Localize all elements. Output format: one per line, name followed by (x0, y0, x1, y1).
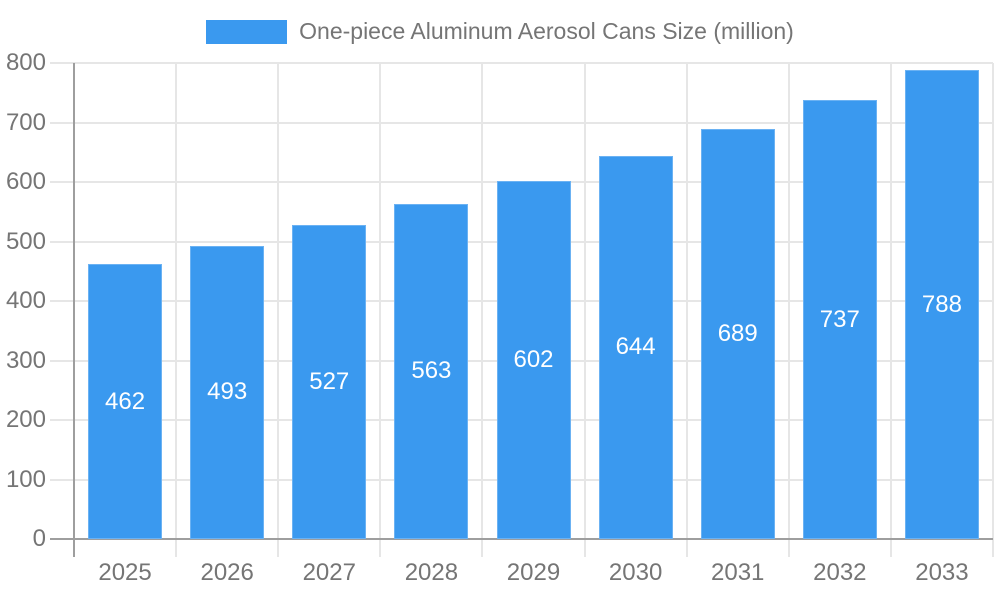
x-axis-label-2031: 2031 (711, 559, 765, 586)
bar-value-label: 788 (921, 290, 962, 318)
bar-value-label: 602 (513, 345, 554, 373)
x-axis-label-2032: 2032 (813, 559, 867, 586)
bar-2026[interactable]: 493 (190, 245, 265, 539)
legend-swatch (206, 19, 288, 44)
gridline-x-9 (992, 63, 994, 557)
y-axis-tick-label: 600 (5, 168, 46, 195)
gridline-x-5 (583, 63, 586, 557)
bar-value-label: 563 (411, 357, 452, 385)
gridline-x-7 (787, 63, 790, 557)
gridline-x-2 (277, 63, 280, 557)
y-axis-tick-label: 400 (5, 287, 46, 314)
chart-legend[interactable]: One-piece Aluminum Aerosol Cans Size (mi… (0, 18, 1000, 45)
gridline-x-1 (175, 63, 178, 557)
x-axis-label-2029: 2029 (506, 559, 561, 586)
gridline-x-8 (889, 63, 892, 557)
legend-label: One-piece Aluminum Aerosol Cans Size (mi… (299, 18, 794, 44)
gridline-x-6 (685, 63, 688, 557)
x-axis-label-2030: 2030 (608, 559, 663, 586)
x-axis-label-2027: 2027 (302, 559, 356, 586)
bar-value-label: 689 (717, 320, 758, 347)
x-axis-label-2028: 2028 (404, 559, 459, 586)
y-axis-tick-label: 700 (5, 108, 46, 136)
y-axis-line (73, 63, 75, 557)
x-axis-label-2033: 2033 (915, 559, 969, 586)
bar-2030[interactable]: 644 (598, 155, 673, 539)
gridline-x-3 (379, 63, 382, 557)
y-axis-tick-label: 500 (5, 227, 46, 255)
bar-value-label: 493 (207, 378, 248, 406)
x-axis-label-2025: 2025 (98, 559, 152, 586)
y-axis-tick-label: 0 (32, 525, 46, 552)
bar-2027[interactable]: 527 (292, 225, 367, 539)
gridline-x-4 (481, 63, 484, 557)
y-axis-tick-label: 200 (5, 406, 46, 433)
bar-value-label: 462 (105, 387, 146, 415)
bar-2033[interactable]: 788 (904, 70, 979, 539)
x-axis-label-2026: 2026 (200, 559, 254, 586)
bar-value-label: 644 (615, 333, 656, 361)
y-axis-tick-label: 100 (5, 465, 46, 493)
y-axis-tick-label: 800 (5, 49, 46, 76)
bar-value-label: 527 (309, 368, 350, 396)
bar-2029[interactable]: 602 (496, 180, 571, 539)
bar-2028[interactable]: 563 (394, 204, 469, 539)
bar-2031[interactable]: 689 (700, 129, 775, 539)
y-axis-tick-label: 300 (5, 346, 46, 374)
bar-value-label: 737 (819, 305, 860, 333)
x-axis-line (50, 538, 993, 540)
bar-2025[interactable]: 462 (88, 264, 163, 539)
gridline-y-700 (50, 121, 993, 124)
gridline-y-800 (50, 62, 993, 64)
bar-2032[interactable]: 737 (802, 100, 877, 539)
